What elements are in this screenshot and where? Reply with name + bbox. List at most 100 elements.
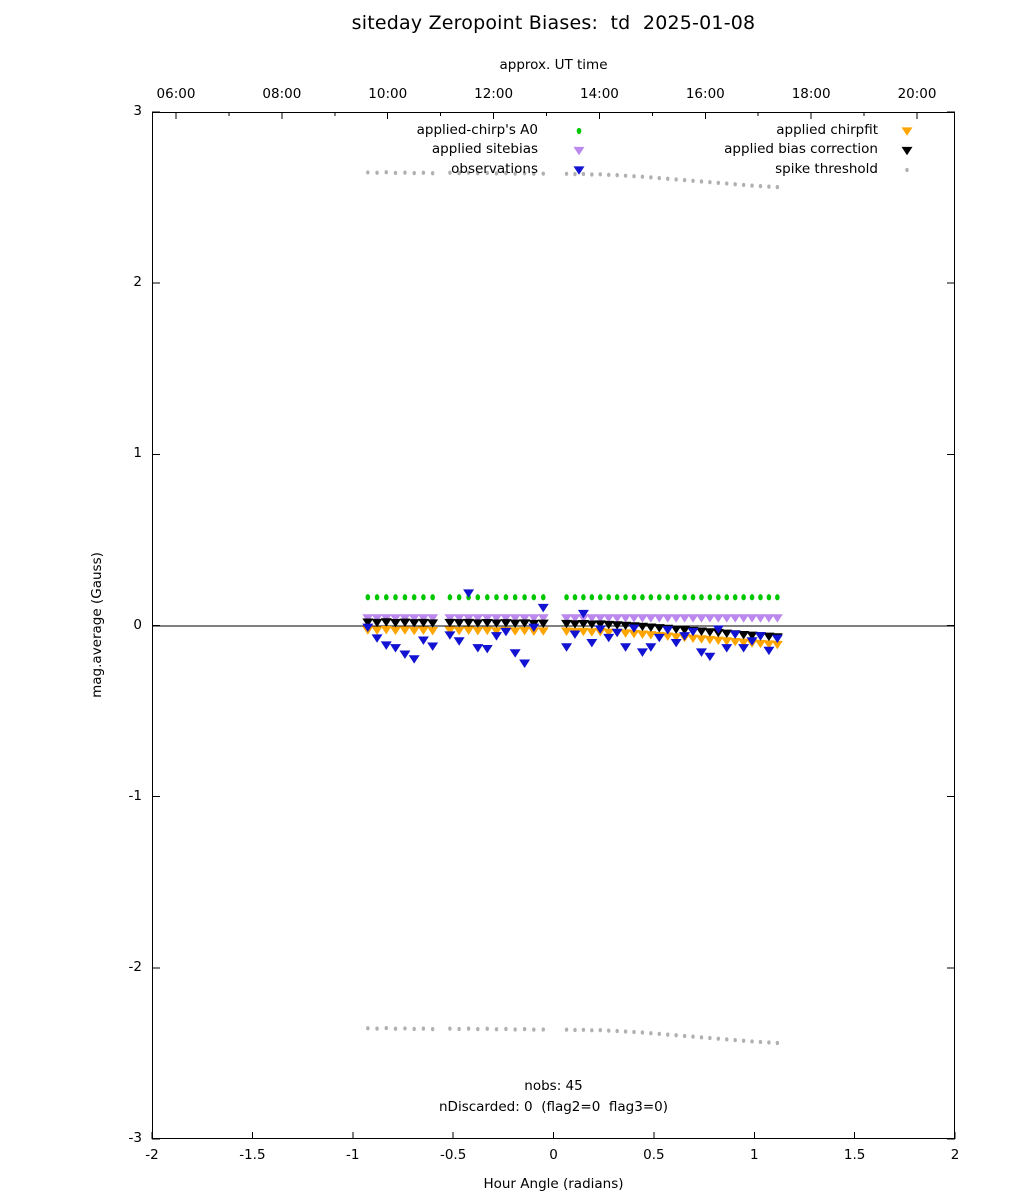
triangle-legend-icon: [901, 127, 913, 136]
applied_sitebias-marker: [453, 614, 465, 623]
observations-marker: [636, 648, 648, 657]
applied_chirp_a0-marker: [374, 594, 380, 601]
applied_chirpfit-marker: [519, 627, 531, 636]
applied_bias_correction-marker: [620, 621, 632, 631]
x-tick-label: -1: [346, 1147, 360, 1163]
applied_bias_correction-marker: [463, 618, 475, 628]
triangle-legend-icon: [573, 166, 585, 175]
observations-marker: [687, 627, 699, 637]
spike_threshold_lo-marker: [448, 1026, 452, 1031]
applied_bias_correction-marker: [399, 618, 411, 628]
observations-marker: [577, 609, 589, 619]
spike_threshold_hi-marker: [504, 171, 508, 176]
spike_threshold_hi-marker: [564, 171, 569, 176]
spike_threshold_lo-marker: [615, 1028, 619, 1034]
spike_threshold_hi-marker: [522, 171, 527, 176]
applied_chirpfit-marker: [645, 631, 657, 640]
applied_chirpfit-marker: [463, 626, 475, 635]
applied_chirpfit-marker: [712, 636, 724, 646]
applied_sitebias-marker: [746, 614, 758, 623]
observations-marker: [586, 639, 598, 648]
spike_threshold_lo-marker: [476, 1027, 480, 1032]
spike_threshold_lo-marker: [485, 1026, 489, 1031]
observations-marker: [594, 625, 606, 634]
spike_threshold_hi-marker: [448, 170, 452, 175]
observations-marker: [620, 643, 632, 652]
y-tick-label: 2: [133, 274, 142, 291]
applied_chirp_a0-marker: [383, 594, 389, 601]
top-tick-label: 06:00: [156, 86, 196, 102]
observations-marker: [509, 649, 521, 658]
applied_sitebias-marker: [653, 614, 665, 623]
applied_chirpfit-marker: [561, 627, 573, 636]
applied_bias_correction-marker: [427, 619, 439, 628]
applied_chirp_a0-marker: [393, 594, 398, 601]
spike_threshold_lo-marker: [412, 1026, 416, 1032]
applied_chirpfit-marker: [695, 635, 707, 644]
dot-legend-icon: [576, 127, 582, 135]
applied_bias_correction-marker: [481, 618, 493, 628]
observations-marker: [371, 634, 383, 643]
applied_chirp_a0-marker: [606, 594, 612, 601]
observations-marker: [704, 652, 716, 662]
spike_threshold_hi-marker: [733, 182, 737, 187]
spike_threshold_hi-marker: [750, 183, 754, 188]
applied_sitebias-marker: [628, 614, 640, 623]
applied_sitebias-marker: [490, 614, 502, 623]
top-tick-label: 14:00: [579, 86, 619, 102]
observations-marker: [662, 626, 674, 635]
applied_bias_correction-marker: [704, 628, 716, 637]
applied_sitebias-marker: [704, 614, 716, 623]
applied_bias_correction-marker: [577, 620, 589, 629]
applied_bias_correction-marker: [408, 619, 420, 628]
applied_sitebias-marker: [763, 614, 775, 623]
spike_threshold_lo-marker: [716, 1036, 721, 1041]
spike_threshold_hi-marker: [421, 170, 426, 175]
observations-marker: [763, 646, 775, 656]
spike_threshold_hi-marker: [615, 173, 619, 178]
applied_chirpfit-marker: [754, 639, 766, 649]
spike_threshold_hi-marker: [403, 170, 407, 175]
applied_bias_correction-marker: [763, 632, 775, 642]
spike_threshold_lo-marker: [640, 1030, 645, 1035]
applied_sitebias-marker: [500, 614, 512, 623]
applied_chirpfit-marker: [390, 626, 402, 636]
applied_sitebias-marker: [645, 614, 657, 623]
top-tick-label: 10:00: [368, 86, 408, 102]
applied_bias_correction-marker: [362, 618, 374, 627]
applied_chirpfit-marker: [636, 630, 648, 639]
observations-marker: [490, 632, 502, 641]
applied_bias_correction-marker: [537, 619, 549, 629]
applied_chirpfit-marker: [399, 626, 411, 635]
applied_chirp_a0-marker: [758, 594, 763, 601]
x-tick-label: 0: [549, 1147, 558, 1163]
observations-marker: [712, 625, 724, 634]
applied_chirp_a0-marker: [716, 594, 721, 601]
applied_chirp_a0-marker: [741, 594, 746, 601]
spike_threshold_lo-marker: [598, 1028, 602, 1033]
applied_sitebias-marker: [463, 614, 475, 623]
applied_chirpfit-marker: [490, 627, 502, 636]
applied_chirp_a0-marker: [640, 594, 645, 601]
applied_sitebias-marker: [417, 614, 429, 623]
applied_chirp_a0-marker: [699, 594, 704, 601]
spike_threshold_lo-marker: [623, 1029, 628, 1034]
applied_sitebias-marker: [577, 614, 589, 623]
applied_sitebias-marker: [399, 614, 411, 623]
applied_chirp_a0-marker: [656, 594, 662, 601]
spike_threshold_hi-marker: [573, 172, 577, 177]
y-tick-label: 0: [133, 616, 142, 633]
spike_threshold_hi-marker: [598, 172, 602, 177]
applied_sitebias-marker: [611, 614, 623, 623]
applied_sitebias-marker: [362, 614, 374, 623]
observations-marker: [537, 603, 549, 613]
applied_bias_correction-marker: [679, 626, 691, 635]
spike_threshold_hi-marker: [412, 171, 416, 176]
y-tick-label: 3: [133, 103, 142, 119]
applied_chirpfit-marker: [721, 637, 733, 646]
applied_sitebias-marker: [729, 614, 741, 623]
spike_threshold_hi-marker: [393, 170, 398, 176]
applied_chirpfit-marker: [729, 637, 741, 647]
spike_threshold_lo-marker: [494, 1027, 499, 1032]
applied_sitebias-marker: [738, 614, 750, 623]
